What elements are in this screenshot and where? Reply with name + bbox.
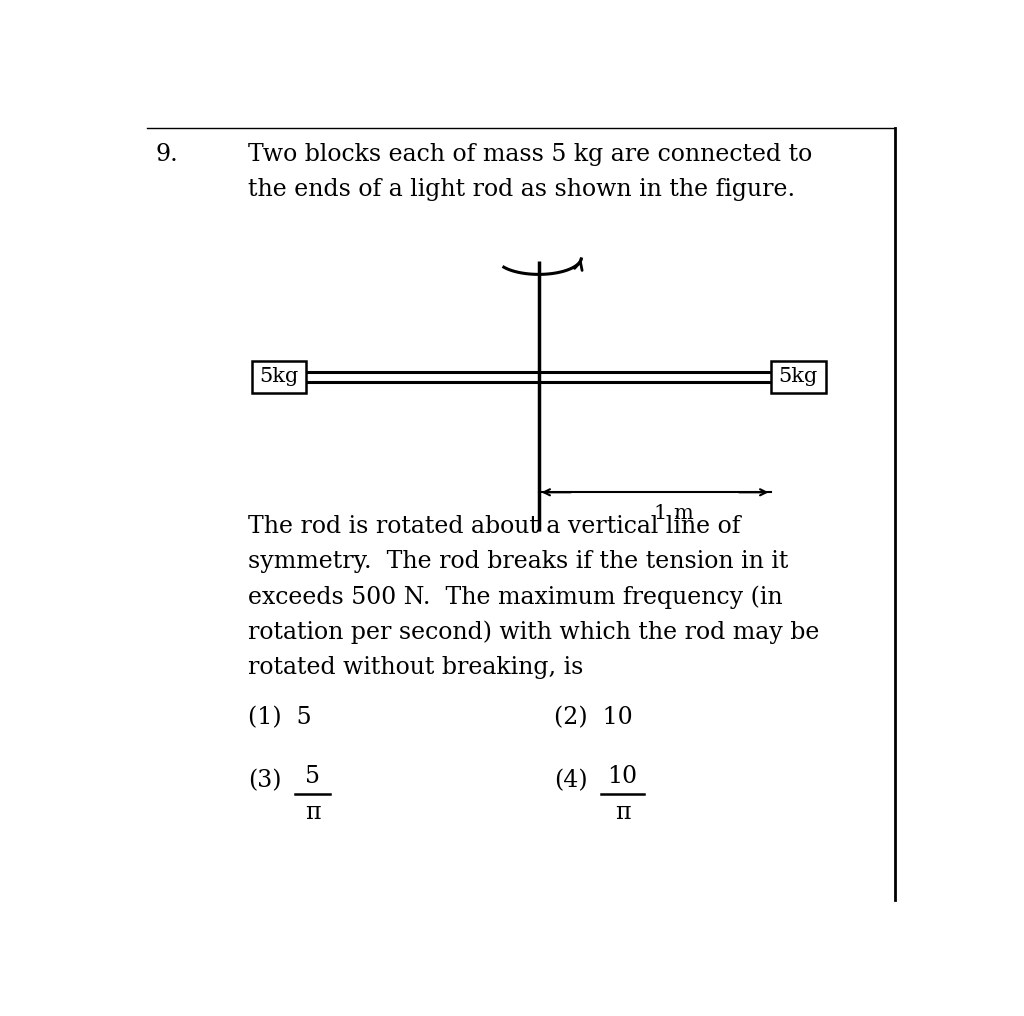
- Text: exceeds 500 N.  The maximum frequency (in: exceeds 500 N. The maximum frequency (in: [248, 585, 782, 609]
- Bar: [252, 361, 306, 393]
- Text: π: π: [304, 801, 321, 824]
- Text: (2)  10: (2) 10: [554, 706, 633, 728]
- Text: 5: 5: [305, 765, 319, 788]
- Text: 10: 10: [607, 765, 638, 788]
- Bar: [771, 361, 825, 393]
- Text: 5kg: 5kg: [778, 368, 818, 386]
- Text: 9.: 9.: [155, 143, 178, 167]
- Text: symmetry.  The rod breaks if the tension in it: symmetry. The rod breaks if the tension …: [248, 551, 788, 573]
- Text: (4): (4): [554, 769, 588, 792]
- Text: The rod is rotated about a vertical line of: The rod is rotated about a vertical line…: [248, 515, 740, 538]
- Text: (1)  5: (1) 5: [248, 706, 311, 728]
- Text: Two blocks each of mass 5 kg are connected to: Two blocks each of mass 5 kg are connect…: [248, 143, 812, 167]
- Text: rotated without breaking, is: rotated without breaking, is: [248, 655, 584, 679]
- Text: 5kg: 5kg: [259, 368, 299, 386]
- Text: the ends of a light rod as shown in the figure.: the ends of a light rod as shown in the …: [248, 178, 796, 201]
- Text: 1 m: 1 m: [654, 504, 694, 523]
- Text: π: π: [614, 801, 630, 824]
- Text: rotation per second) with which the rod may be: rotation per second) with which the rod …: [248, 621, 819, 644]
- Text: (3): (3): [248, 769, 282, 792]
